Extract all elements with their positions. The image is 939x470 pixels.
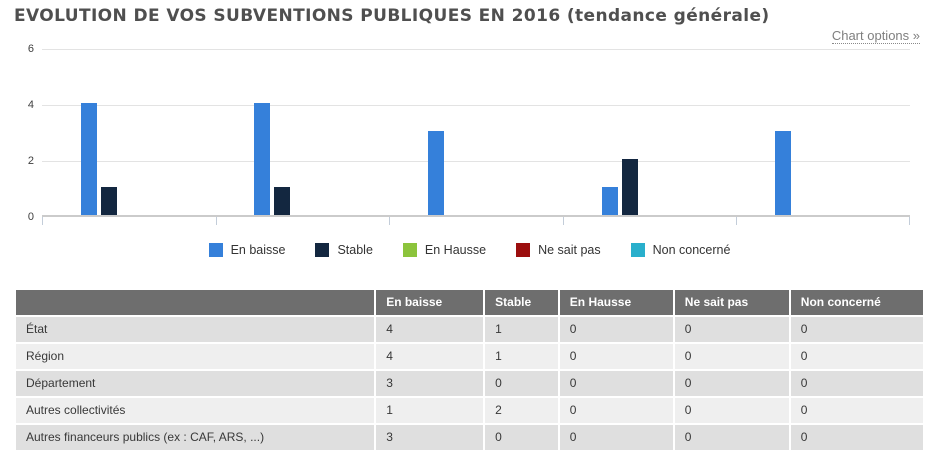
table-header-cell: Stable <box>485 290 558 315</box>
x-axis-tick <box>389 217 391 225</box>
bar <box>254 103 271 215</box>
value-cell: 2 <box>485 398 558 423</box>
results-table: En baisse Stable En Hausse Ne sait pas Non c… <box>14 288 925 452</box>
table-row: État 4 1 0 0 0 <box>16 317 923 342</box>
value-cell: 4 <box>376 317 484 342</box>
legend-label: Non concerné <box>652 243 731 257</box>
bar <box>601 187 618 215</box>
value-cell: 0 <box>559 344 673 369</box>
table-header-cell: Ne sait pas <box>674 290 789 315</box>
gridline <box>42 161 910 162</box>
bar <box>274 187 291 215</box>
table-row: Région 4 1 0 0 0 <box>16 344 923 369</box>
value-cell: 4 <box>376 344 484 369</box>
value-cell: 1 <box>485 317 558 342</box>
legend-swatch <box>315 243 330 257</box>
x-axis-tick <box>909 217 910 225</box>
legend-swatch <box>208 243 223 257</box>
row-label-cell: Autres financeurs publics (ex : CAF, ARS… <box>16 425 375 450</box>
gridline <box>42 49 910 50</box>
legend-swatch <box>516 243 531 257</box>
plot-area <box>42 47 910 225</box>
chart-legend: En baisse Stable En Hausse Ne sait pas Non c… <box>0 243 939 257</box>
value-cell: 0 <box>559 425 673 450</box>
gridline <box>42 105 910 106</box>
row-label-cell: Région <box>16 344 375 369</box>
bar <box>100 187 117 215</box>
value-cell: 0 <box>485 371 558 396</box>
legend-item: Stable <box>315 243 373 257</box>
table-header-cell: En Hausse <box>559 290 673 315</box>
value-cell: 0 <box>674 344 789 369</box>
legend-swatch <box>630 243 645 257</box>
legend-item: Ne sait pas <box>516 243 601 257</box>
category-group <box>563 47 737 215</box>
legend-swatch <box>402 243 417 257</box>
table-header-row: En baisse Stable En Hausse Ne sait pas Non c… <box>16 290 923 315</box>
y-axis-label: 0 <box>27 211 34 223</box>
table-row: Département 3 0 0 0 0 <box>16 371 923 396</box>
row-label-cell: Autres collectivités <box>16 398 375 423</box>
category-group <box>216 47 390 215</box>
table-row: Autres financeurs publics (ex : CAF, ARS… <box>16 425 923 450</box>
bar <box>427 131 444 215</box>
value-cell: 0 <box>559 371 673 396</box>
category-group <box>389 47 563 215</box>
table-row: Autres collectivités 1 2 0 0 0 <box>16 398 923 423</box>
value-cell: 0 <box>790 317 923 342</box>
x-axis-tick <box>736 217 738 225</box>
category-group <box>42 47 216 215</box>
y-axis-label: 6 <box>27 43 34 55</box>
value-cell: 0 <box>559 317 673 342</box>
value-cell: 3 <box>376 425 484 450</box>
value-cell: 0 <box>485 425 558 450</box>
legend-item: En baisse <box>208 243 286 257</box>
table-header-cell: En baisse <box>376 290 484 315</box>
value-cell: 0 <box>674 398 789 423</box>
value-cell: 0 <box>559 398 673 423</box>
value-cell: 0 <box>674 317 789 342</box>
category-group <box>736 47 910 215</box>
value-cell: 0 <box>790 398 923 423</box>
row-label-cell: État <box>16 317 375 342</box>
value-cell: 0 <box>790 425 923 450</box>
chart-options-link[interactable]: Chart options » <box>831 28 920 44</box>
bar <box>621 159 638 215</box>
row-label-cell: Département <box>16 371 375 396</box>
value-cell: 0 <box>790 371 923 396</box>
x-axis-tick <box>562 217 564 225</box>
table-header-cell: Non concerné <box>790 290 923 315</box>
table-header-cell <box>16 290 375 315</box>
legend-label: En Hausse <box>424 243 487 257</box>
legend-item: En Hausse <box>402 243 487 257</box>
value-cell: 1 <box>485 344 558 369</box>
value-cell: 1 <box>376 398 484 423</box>
bar-chart: 0 2 4 6 <box>27 43 910 225</box>
y-axis-label: 4 <box>27 99 34 111</box>
legend-label: En baisse <box>230 243 286 257</box>
bar <box>80 103 97 215</box>
x-axis-tick <box>42 217 43 225</box>
x-axis-tick <box>215 217 217 225</box>
value-cell: 3 <box>376 371 484 396</box>
legend-item: Non concerné <box>630 243 731 257</box>
value-cell: 0 <box>674 425 789 450</box>
page-title: EVOLUTION DE VOS SUBVENTIONS PUBLIQUES E… <box>14 6 770 26</box>
value-cell: 0 <box>790 344 923 369</box>
bar <box>775 131 792 215</box>
value-cell: 0 <box>674 371 789 396</box>
legend-label: Ne sait pas <box>538 243 601 257</box>
legend-label: Stable <box>337 243 373 257</box>
y-axis-label: 2 <box>27 155 34 167</box>
